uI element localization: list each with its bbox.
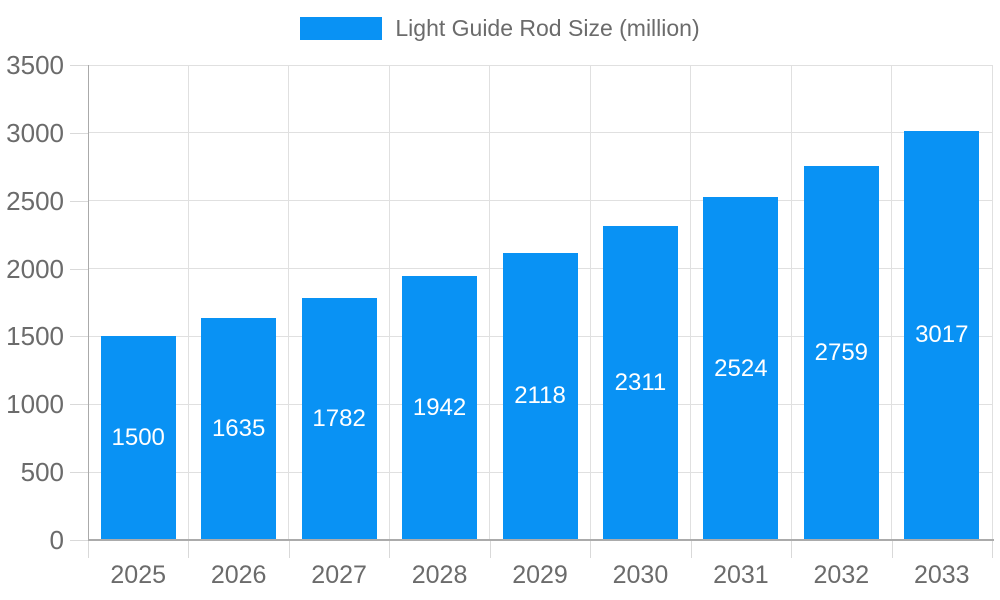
- bar-value-label: 2118: [514, 382, 566, 410]
- y-axis-tick: [70, 268, 88, 270]
- x-axis-tick: [188, 541, 190, 558]
- bar: 1942: [402, 276, 478, 540]
- y-axis-line: [88, 65, 89, 540]
- x-axis-label: 2033: [913, 561, 970, 589]
- x-axis-label: 2029: [512, 561, 568, 589]
- x-axis-label: 2027: [311, 561, 367, 589]
- y-axis-label: 500: [20, 457, 64, 488]
- x-axis-label: 2031: [713, 561, 769, 589]
- y-axis-label: 3000: [6, 117, 64, 148]
- gridline-h: [88, 64, 992, 66]
- bar-value-label: 1782: [312, 405, 366, 433]
- gridline-v: [288, 65, 290, 540]
- bar: 1782: [301, 298, 377, 540]
- y-axis-tick: [70, 404, 88, 406]
- legend-swatch-icon: [300, 17, 383, 41]
- x-axis-tick: [88, 541, 89, 558]
- plot-area: 1500 1635 1782 1942 2118 2311 2524 2759 3017: [88, 64, 993, 540]
- bar: 3017: [904, 130, 980, 540]
- x-axis-tick: [992, 541, 993, 558]
- y-axis-tick: [70, 65, 88, 66]
- gridline-v: [589, 65, 591, 540]
- y-axis-label: 2500: [6, 185, 64, 216]
- gridline-h: [88, 200, 992, 202]
- gridline-v: [187, 65, 189, 540]
- gridline-v: [489, 65, 491, 540]
- y-axis-label: 1500: [6, 321, 64, 352]
- bar: 2759: [803, 165, 879, 540]
- bar: 2118: [502, 252, 578, 540]
- legend-item[interactable]: Light Guide Rod Size (million): [300, 15, 700, 41]
- y-axis-tick: [70, 132, 88, 134]
- x-axis-label: 2028: [411, 561, 468, 589]
- gridline-v: [790, 65, 792, 540]
- bar-value-label: 1500: [111, 424, 165, 452]
- gridline-v: [388, 65, 390, 540]
- bar-value-label: 2311: [614, 369, 667, 397]
- y-axis-label: 3500: [6, 50, 64, 80]
- y-axis-tick: [70, 336, 88, 338]
- y-axis-label: 0: [49, 525, 64, 555]
- x-axis-tick: [590, 541, 592, 558]
- gridline-v: [991, 65, 993, 540]
- bar: 2311: [602, 226, 678, 540]
- legend: Light Guide Rod Size (million): [0, 15, 1000, 41]
- bar: 1635: [201, 318, 277, 540]
- x-axis-tick: [489, 541, 491, 558]
- gridline-v: [690, 65, 692, 540]
- x-axis-label: 2030: [612, 561, 669, 589]
- x-axis-tick: [389, 541, 391, 558]
- x-axis-label: 2026: [210, 561, 267, 589]
- gridline-h: [88, 132, 992, 134]
- y-axis-tick: [70, 472, 88, 474]
- gridline-v: [891, 65, 893, 540]
- x-axis-label: 2032: [813, 561, 870, 589]
- y-axis-label: 2000: [6, 253, 64, 284]
- legend-label: Light Guide Rod Size (million): [395, 15, 700, 41]
- bar-value-label: 3017: [915, 321, 969, 349]
- bar: 2524: [703, 197, 779, 540]
- x-axis-line: [88, 539, 994, 541]
- y-axis-tick: [70, 540, 88, 541]
- x-axis-label: 2025: [110, 561, 167, 589]
- x-axis-tick: [791, 541, 793, 558]
- bar-value-label: 2524: [714, 354, 768, 382]
- bar: 1500: [100, 336, 176, 540]
- x-axis-tick: [690, 541, 692, 558]
- y-axis-tick: [70, 200, 88, 202]
- x-axis-tick: [288, 541, 290, 558]
- y-axis-label: 1000: [6, 389, 64, 420]
- x-axis-tick: [891, 541, 893, 558]
- bar-value-label: 2759: [814, 338, 869, 366]
- bar-value-label: 1635: [211, 415, 266, 443]
- bar-value-label: 1942: [412, 394, 467, 422]
